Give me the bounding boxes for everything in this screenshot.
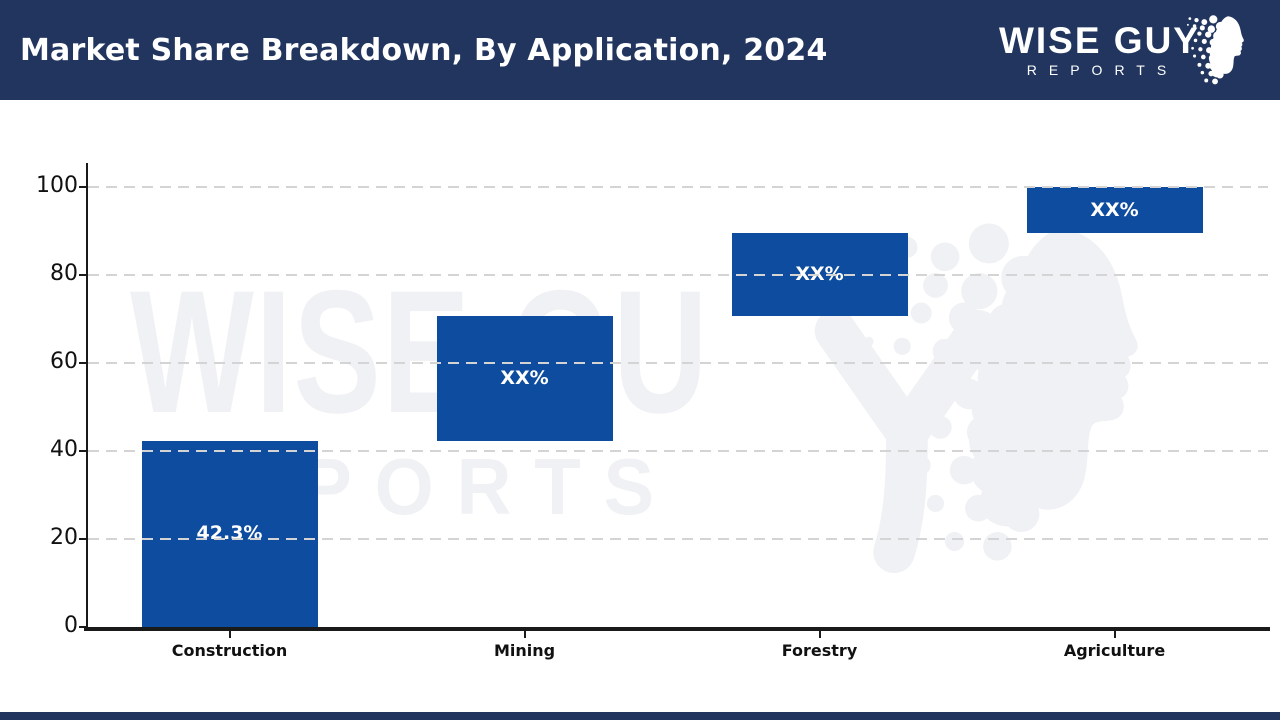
y-tick-label-40: 40 [50, 437, 78, 462]
gridline-40 [88, 450, 1268, 452]
bar-agriculture: XX% [1026, 187, 1203, 234]
watermark-wordmark: WISE GU [130, 255, 710, 450]
gridline-80 [88, 274, 1268, 276]
y-tick-mark [79, 626, 86, 628]
brand-logo: WISE GUY REPORTS [999, 13, 1266, 87]
footer-bar [0, 712, 1280, 720]
x-tick-mark-construction [228, 631, 231, 638]
chart-title: Market Share Breakdown, By Application, … [20, 32, 828, 68]
logo-head-icon [1184, 13, 1266, 87]
bar-mining: XX% [436, 316, 613, 441]
logo-wiseguy-text: WISE GUY [998, 20, 1200, 61]
x-tick-mark-mining [523, 631, 526, 638]
bar-construction: 42.3% [141, 440, 318, 627]
y-tick-label-20: 20 [50, 525, 78, 550]
x-tick-mark-forestry [818, 631, 821, 638]
header-bar: Market Share Breakdown, By Application, … [0, 0, 1280, 100]
y-axis-line [86, 163, 88, 630]
gridline-20 [88, 538, 1268, 540]
y-tick-label-100: 100 [36, 173, 78, 198]
y-tick-label-80: 80 [50, 261, 78, 286]
x-tick-label-forestry: Forestry [781, 641, 858, 660]
gridline-60 [88, 362, 1268, 364]
bar-value-label-mining: XX% [500, 367, 549, 390]
gridline-100 [88, 186, 1268, 188]
y-tick-mark [79, 362, 86, 364]
logo-reports-text: REPORTS [1026, 62, 1179, 78]
x-tick-label-mining: Mining [493, 641, 556, 660]
bar-value-label-construction: 42.3% [196, 522, 263, 545]
y-tick-label-60: 60 [50, 349, 78, 374]
y-tick-mark [79, 186, 86, 188]
x-axis-line [84, 627, 1270, 631]
y-tick-mark [79, 538, 86, 540]
y-tick-label-0: 0 [64, 613, 78, 638]
bar-value-label-agriculture: XX% [1090, 198, 1139, 221]
logo-wordmark: WISE GUY REPORTS [999, 22, 1200, 78]
x-tick-label-agriculture: Agriculture [1063, 641, 1166, 660]
x-tick-mark-agriculture [1113, 631, 1116, 638]
x-tick-label-construction: Construction [171, 641, 288, 660]
y-tick-mark [79, 450, 86, 452]
y-tick-mark [79, 274, 86, 276]
